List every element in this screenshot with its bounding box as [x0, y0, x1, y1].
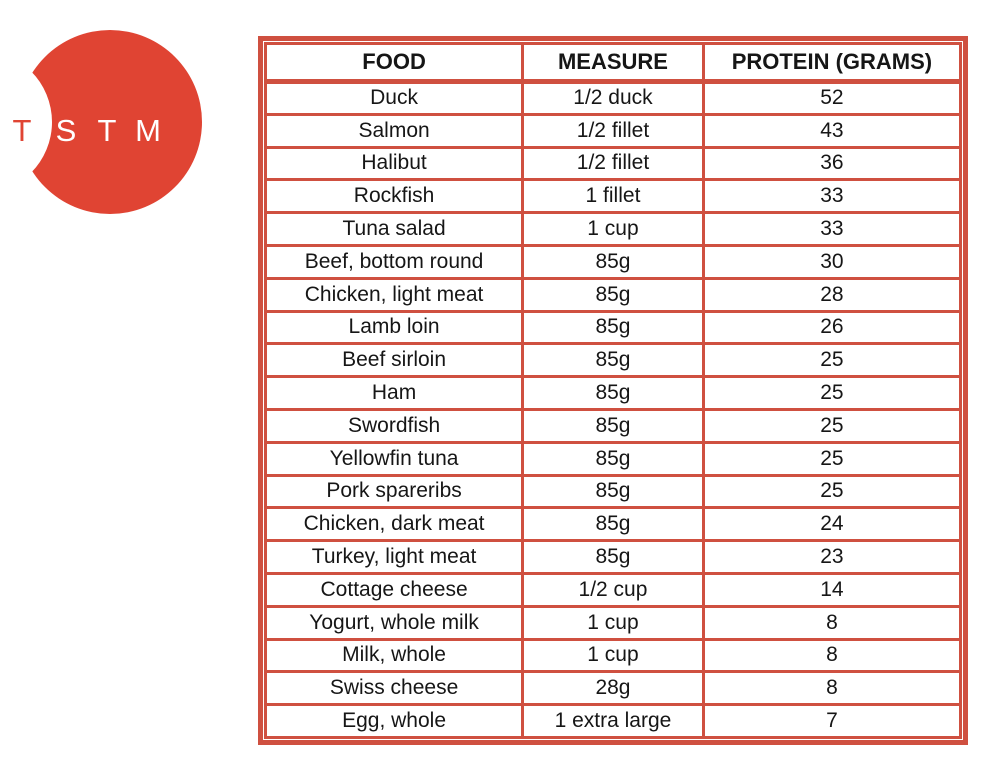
- measure-cell: 1 cup: [521, 604, 705, 641]
- measure-cell: 1/2 duck: [521, 80, 705, 116]
- measure-cell: 85g: [521, 440, 705, 477]
- protein-cell: 25: [701, 342, 963, 379]
- measure-cell: 85g: [521, 309, 705, 346]
- measure-cell: 28g: [521, 670, 705, 707]
- header-row: FOOD MEASURE PROTEIN (GRAMS): [263, 42, 963, 84]
- food-cell: Yogurt, whole milk: [263, 604, 525, 641]
- food-cell: Pork spareribs: [263, 473, 525, 510]
- food-cell: Rockfish: [263, 178, 525, 215]
- col-header-measure: MEASURE: [521, 42, 705, 84]
- table-row: Rockfish 1 fillet 33: [263, 178, 963, 215]
- protein-cell: 28: [701, 276, 963, 313]
- table-row: Pork spareribs 85g 25: [263, 473, 963, 510]
- food-cell: Egg, whole: [263, 703, 525, 739]
- table-row: Ham 85g 25: [263, 375, 963, 411]
- protein-cell: 25: [701, 375, 963, 411]
- measure-cell: 85g: [521, 375, 705, 411]
- food-cell: Ham: [263, 375, 525, 411]
- food-cell: Tuna salad: [263, 211, 525, 247]
- tstm-logo: T S T M: [0, 18, 215, 228]
- table-row: Chicken, light meat 85g 28: [263, 276, 963, 313]
- measure-cell: 1 extra large: [521, 703, 705, 739]
- protein-cell: 36: [701, 145, 963, 182]
- protein-cell: 8: [701, 670, 963, 707]
- food-cell: Duck: [263, 80, 525, 116]
- measure-cell: 85g: [521, 243, 705, 280]
- logo-bite-circle: [0, 52, 52, 192]
- table-row: Salmon 1/2 fillet 43: [263, 112, 963, 149]
- protein-cell: 25: [701, 473, 963, 510]
- table-row: Tuna salad 1 cup 33: [263, 211, 963, 247]
- col-header-protein: PROTEIN (GRAMS): [701, 42, 963, 84]
- table-row: Milk, whole 1 cup 8: [263, 637, 963, 674]
- protein-table-body: Duck 1/2 duck 52 Salmon 1/2 fillet 43 Halibut 1…: [263, 80, 963, 739]
- table-row: Lamb loin 85g 26: [263, 309, 963, 346]
- food-cell: Salmon: [263, 112, 525, 149]
- table-row: Yellowfin tuna 85g 25: [263, 440, 963, 477]
- table-row: Turkey, light meat 85g 23: [263, 539, 963, 575]
- food-cell: Beef sirloin: [263, 342, 525, 379]
- measure-cell: 85g: [521, 276, 705, 313]
- logo-circle: [18, 30, 202, 214]
- food-cell: Cottage cheese: [263, 571, 525, 608]
- measure-cell: 1/2 fillet: [521, 112, 705, 149]
- logo-letter-t1: T: [13, 113, 32, 148]
- measure-cell: 1 cup: [521, 637, 705, 674]
- measure-cell: 85g: [521, 539, 705, 575]
- table-row: Swordfish 85g 25: [263, 407, 963, 444]
- table-row: Beef sirloin 85g 25: [263, 342, 963, 379]
- food-cell: Turkey, light meat: [263, 539, 525, 575]
- food-cell: Halibut: [263, 145, 525, 182]
- measure-cell: 85g: [521, 342, 705, 379]
- measure-cell: 1 cup: [521, 211, 705, 247]
- protein-cell: 8: [701, 637, 963, 674]
- food-cell: Swiss cheese: [263, 670, 525, 707]
- protein-cell: 33: [701, 178, 963, 215]
- measure-cell: 85g: [521, 473, 705, 510]
- food-cell: Lamb loin: [263, 309, 525, 346]
- logo-letter-m: M: [135, 113, 161, 148]
- protein-cell: 26: [701, 309, 963, 346]
- table-row: Halibut 1/2 fillet 36: [263, 145, 963, 182]
- logo-letter-t2: T: [98, 113, 117, 148]
- food-cell: Beef, bottom round: [263, 243, 525, 280]
- food-cell: Swordfish: [263, 407, 525, 444]
- protein-cell: 8: [701, 604, 963, 641]
- protein-cell: 25: [701, 440, 963, 477]
- col-header-food: FOOD: [263, 42, 525, 84]
- measure-cell: 1 fillet: [521, 178, 705, 215]
- protein-cell: 14: [701, 571, 963, 608]
- protein-cell: 30: [701, 243, 963, 280]
- measure-cell: 85g: [521, 407, 705, 444]
- food-cell: Chicken, dark meat: [263, 506, 525, 543]
- protein-cell: 43: [701, 112, 963, 149]
- protein-cell: 7: [701, 703, 963, 739]
- table-row: Swiss cheese 28g 8: [263, 670, 963, 707]
- measure-cell: 85g: [521, 506, 705, 543]
- table-row: Duck 1/2 duck 52: [263, 80, 963, 116]
- measure-cell: 1/2 cup: [521, 571, 705, 608]
- protein-table-frame: FOOD MEASURE PROTEIN (GRAMS) Duck 1/2 duc…: [258, 36, 968, 745]
- logo-letter-s: S: [56, 113, 77, 148]
- tstm-logo-graphic: T S T M: [0, 30, 202, 214]
- measure-cell: 1/2 fillet: [521, 145, 705, 182]
- protein-cell: 33: [701, 211, 963, 247]
- food-cell: Yellowfin tuna: [263, 440, 525, 477]
- protein-cell: 25: [701, 407, 963, 444]
- table-row: Cottage cheese 1/2 cup 14: [263, 571, 963, 608]
- table-row: Beef, bottom round 85g 30: [263, 243, 963, 280]
- food-cell: Milk, whole: [263, 637, 525, 674]
- protein-cell: 23: [701, 539, 963, 575]
- protein-cell: 52: [701, 80, 963, 116]
- table-row: Chicken, dark meat 85g 24: [263, 506, 963, 543]
- table-row: Egg, whole 1 extra large 7: [263, 703, 963, 739]
- protein-table: FOOD MEASURE PROTEIN (GRAMS) Duck 1/2 duc…: [263, 42, 963, 739]
- protein-cell: 24: [701, 506, 963, 543]
- table-row: Yogurt, whole milk 1 cup 8: [263, 604, 963, 641]
- food-cell: Chicken, light meat: [263, 276, 525, 313]
